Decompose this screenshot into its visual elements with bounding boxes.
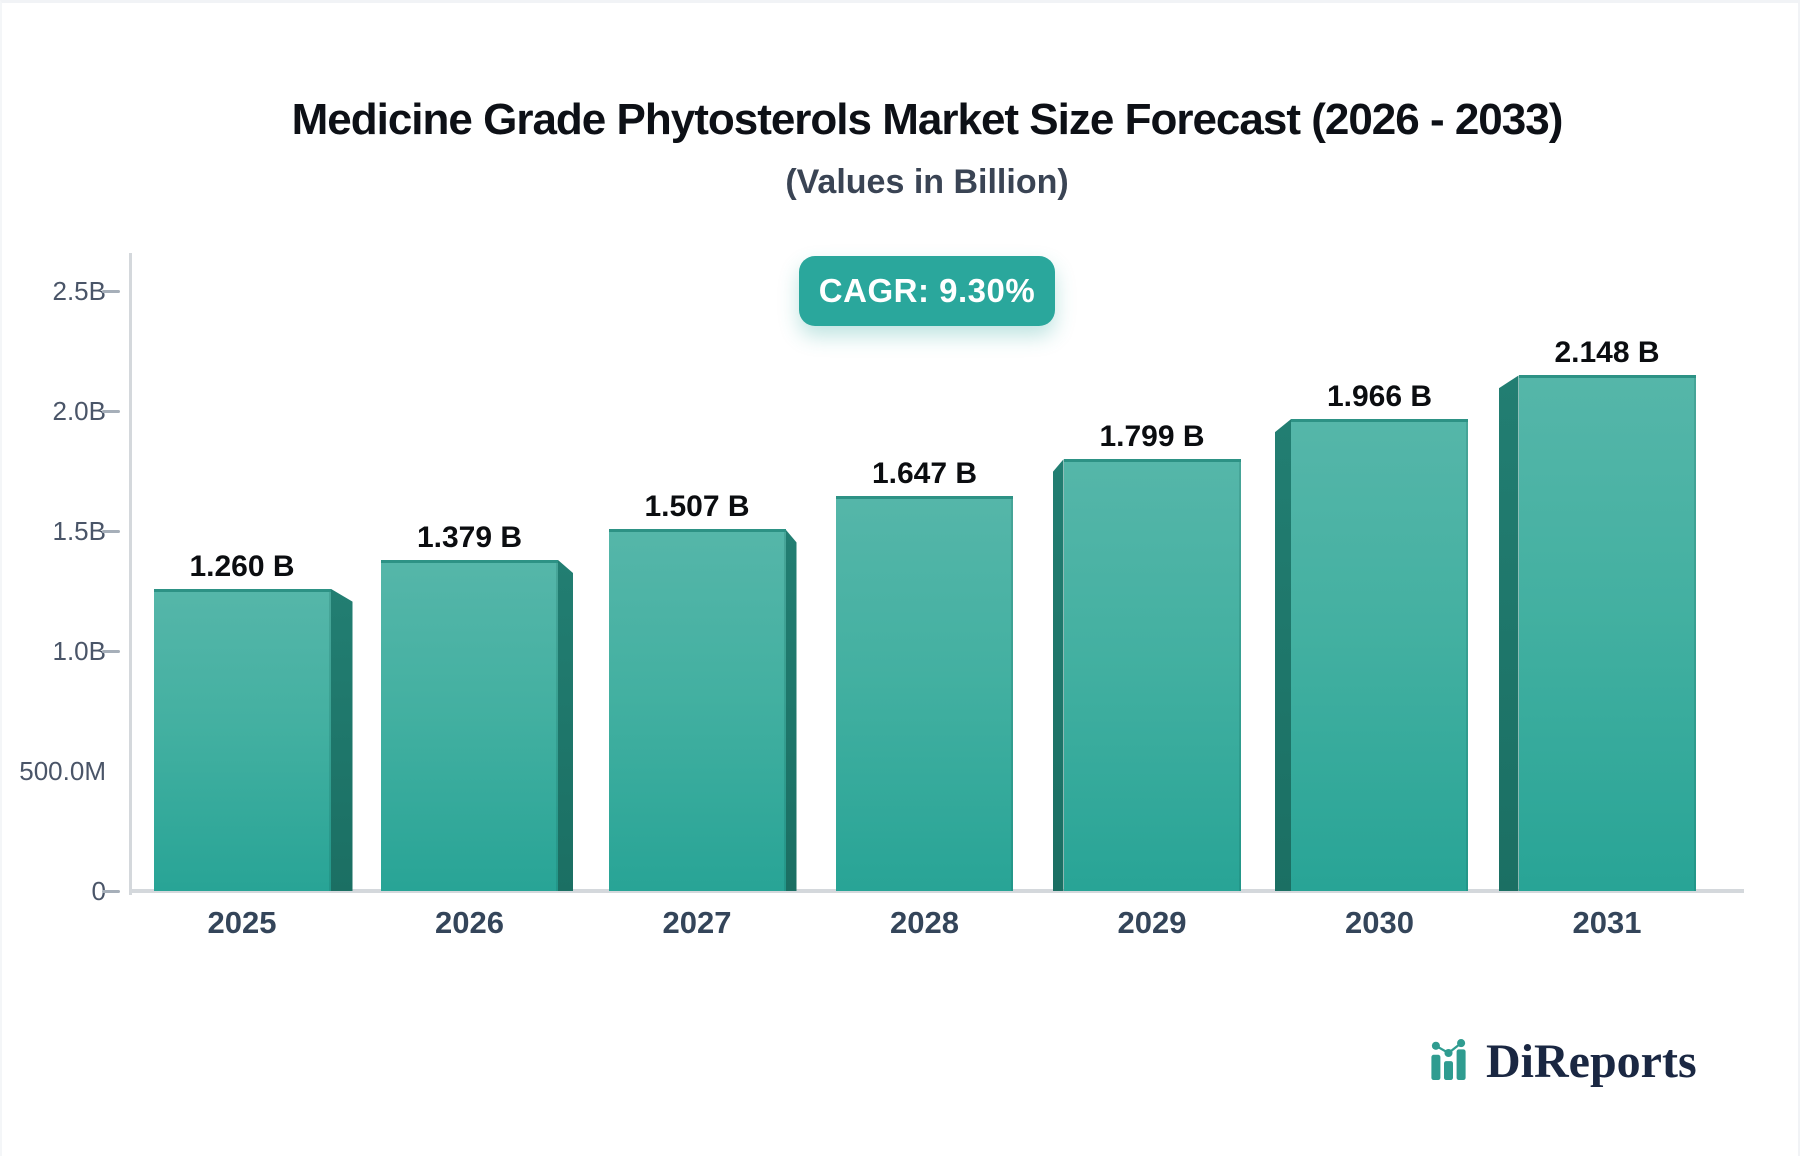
chart-title: Medicine Grade Phytosterols Market Size …	[291, 95, 1564, 144]
direports-logo: DiReports	[1426, 1033, 1697, 1103]
bar-side-face-2027	[785, 529, 797, 891]
x-axis-label-2030: 2030	[1345, 905, 1414, 940]
y-axis-tick-label: 2.0B	[52, 396, 107, 426]
bar-side-face-2029	[1052, 459, 1064, 891]
bar-value-label: 2.148 B	[1554, 336, 1660, 370]
y-axis-tick-label: 2.5B	[52, 276, 107, 306]
bar-side-face-2025	[330, 588, 353, 891]
x-axis-label-2026: 2026	[435, 905, 504, 940]
bar-face-2026[interactable]	[381, 560, 558, 891]
bar-value-label: 1.507 B	[644, 490, 750, 524]
y-axis-tick-mark	[102, 409, 120, 413]
bar-side-face-2026	[558, 560, 573, 891]
y-axis-tick-mark	[102, 649, 120, 653]
bar-side-face-2031	[1498, 375, 1519, 891]
chart-subtitle: (Values in Billion)	[785, 163, 1069, 201]
bar-face-2029[interactable]	[1063, 459, 1241, 891]
y-axis-tick-label: 1.0B	[52, 636, 107, 666]
direports-logo-text: DiReports	[1486, 1035, 1697, 1088]
x-axis-line	[129, 889, 1744, 893]
x-axis-label-2031: 2031	[1572, 905, 1642, 940]
bar-value-label: 1.799 B	[1099, 420, 1205, 454]
bar-side-face-2030	[1275, 419, 1291, 891]
bar-face-2025[interactable]	[153, 588, 331, 891]
cagr-badge: CAGR: 9.30%	[799, 256, 1055, 326]
bar-face-2028[interactable]	[836, 495, 1013, 891]
x-axis-label-2028: 2028	[890, 905, 959, 940]
y-axis-tick-label: 500.0M	[19, 756, 106, 786]
x-axis-label-2029: 2029	[1117, 905, 1187, 940]
bar-face-2027[interactable]	[608, 529, 786, 891]
y-axis-tick-mark	[102, 529, 120, 533]
bar-value-label: 1.647 B	[871, 456, 978, 490]
y-axis-tick-mark	[102, 289, 120, 293]
x-axis-label-2027: 2027	[662, 905, 732, 940]
direports-logo-icon	[1431, 1039, 1466, 1080]
x-axis-label-2025: 2025	[207, 905, 277, 940]
y-axis-line	[129, 253, 132, 895]
bar-face-2030[interactable]	[1291, 419, 1468, 891]
y-axis-tick-mark	[102, 889, 120, 893]
cagr-badge-label: CAGR: 9.30%	[818, 272, 1036, 309]
bar-value-label: 1.379 B	[416, 521, 523, 555]
bar-value-label: 1.966 B	[1326, 380, 1433, 414]
bar-value-label: 1.260 B	[189, 549, 295, 583]
y-axis-tick-label: 0	[91, 876, 106, 906]
bar-face-2031[interactable]	[1518, 375, 1696, 891]
y-axis-tick-label: 1.5B	[52, 516, 107, 546]
